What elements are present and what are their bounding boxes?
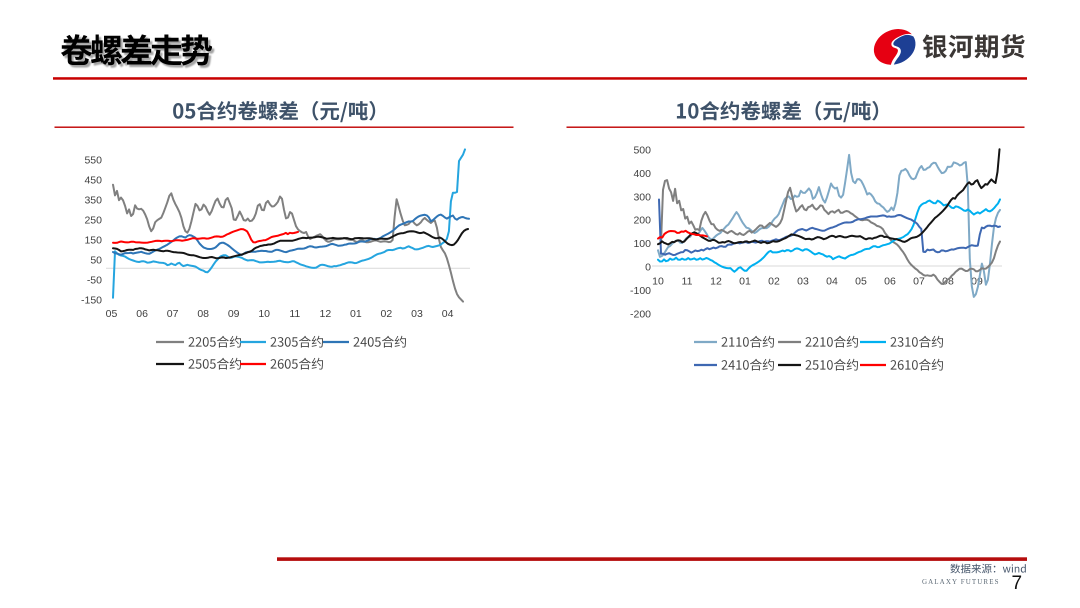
svg-text:400: 400 [633, 168, 651, 180]
svg-text:100: 100 [633, 238, 651, 250]
svg-text:0: 0 [645, 262, 651, 274]
svg-text:07: 07 [167, 308, 179, 320]
svg-text:03: 03 [411, 308, 423, 320]
svg-text:11: 11 [289, 308, 300, 320]
svg-text:50: 50 [90, 254, 102, 266]
svg-text:08: 08 [197, 308, 209, 320]
svg-text:04: 04 [826, 276, 838, 288]
svg-text:01: 01 [739, 276, 751, 288]
svg-text:-50: -50 [87, 274, 102, 286]
svg-text:02: 02 [381, 308, 393, 320]
svg-text:GALAXY FUTURES: GALAXY FUTURES [922, 578, 1000, 586]
svg-text:150: 150 [84, 234, 102, 246]
svg-text:05: 05 [855, 276, 867, 288]
svg-text:350: 350 [84, 194, 102, 206]
svg-text:11: 11 [682, 276, 693, 288]
svg-text:12: 12 [320, 308, 332, 320]
svg-text:09: 09 [971, 276, 983, 288]
svg-text:500: 500 [633, 144, 651, 156]
svg-text:7: 7 [1012, 573, 1023, 594]
svg-text:-100: -100 [630, 285, 651, 297]
svg-text:02: 02 [768, 276, 780, 288]
svg-text:450: 450 [84, 174, 102, 186]
svg-text:03: 03 [797, 276, 809, 288]
svg-text:550: 550 [84, 154, 102, 166]
svg-text:05: 05 [106, 308, 118, 320]
svg-text:300: 300 [633, 191, 651, 203]
svg-text:08: 08 [942, 276, 954, 288]
svg-text:200: 200 [633, 215, 651, 227]
svg-text:06: 06 [884, 276, 896, 288]
svg-text:07: 07 [913, 276, 925, 288]
svg-text:04: 04 [442, 308, 454, 320]
svg-text:-150: -150 [81, 294, 102, 306]
svg-text:10: 10 [258, 308, 270, 320]
svg-text:06: 06 [136, 308, 148, 320]
svg-text:10: 10 [652, 276, 664, 288]
svg-text:01: 01 [350, 308, 362, 320]
svg-text:-200: -200 [630, 308, 651, 320]
svg-text:12: 12 [710, 276, 722, 288]
svg-text:09: 09 [228, 308, 240, 320]
svg-text:250: 250 [84, 214, 102, 226]
